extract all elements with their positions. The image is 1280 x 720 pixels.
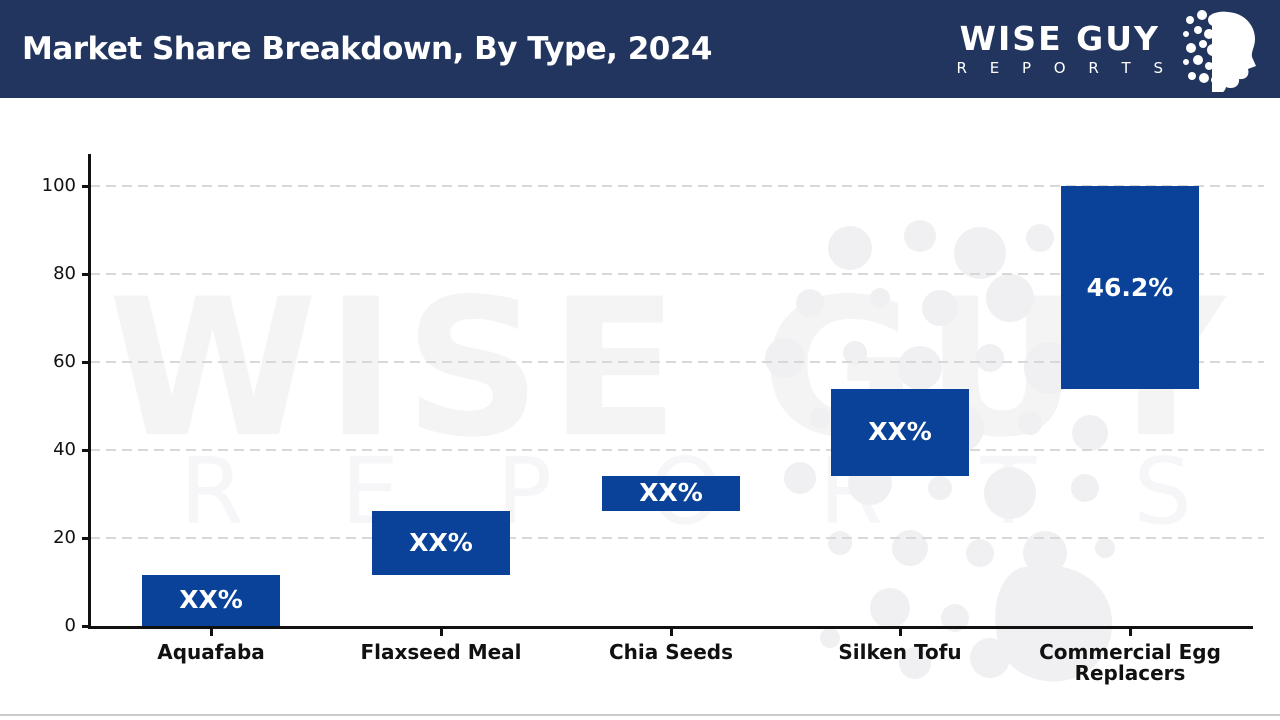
- logo-face-icon: [1183, 10, 1256, 92]
- y-tick-mark: [82, 361, 90, 364]
- bar-value-label: XX%: [179, 585, 243, 615]
- brand-logo-text: WISE GUY R E P O R T S: [948, 20, 1172, 78]
- x-tick-mark: [210, 628, 213, 636]
- y-gridline: [90, 273, 1264, 275]
- y-gridline: [90, 449, 1264, 451]
- y-gridline: [90, 185, 1264, 187]
- x-tick-mark: [1129, 628, 1132, 636]
- y-axis-line: [88, 154, 91, 628]
- x-tick-mark: [899, 628, 902, 636]
- x-tick-mark: [440, 628, 443, 636]
- bar: [372, 510, 510, 575]
- x-tick-mark: [670, 628, 673, 636]
- y-tick-label: 60: [53, 351, 76, 372]
- x-category-label: Commercial Egg Replacers: [1039, 640, 1221, 685]
- header-bar: Market Share Breakdown, By Type, 2024 WI…: [0, 0, 1280, 98]
- bar-value-label: XX%: [409, 527, 473, 557]
- bottom-border-line: [0, 714, 1280, 716]
- y-gridline: [90, 537, 1264, 539]
- y-tick-mark: [82, 625, 90, 628]
- y-tick-mark: [82, 273, 90, 276]
- y-gridline: [90, 361, 1264, 363]
- y-tick-mark: [82, 537, 90, 540]
- logo-wordmark: WISE GUY: [959, 19, 1160, 58]
- x-category-label: Chia Seeds: [609, 640, 733, 664]
- y-tick-label: 0: [64, 615, 76, 636]
- bar-value-label: XX%: [639, 478, 703, 508]
- y-tick-label: 100: [41, 175, 76, 196]
- chart-title: Market Share Breakdown, By Type, 2024: [22, 31, 713, 67]
- y-tick-label: 20: [53, 527, 76, 548]
- y-tick-mark: [82, 449, 90, 452]
- bar: [142, 574, 280, 626]
- bar: [831, 389, 969, 476]
- logo-subtitle: R E P O R T S: [956, 59, 1172, 77]
- y-tick-label: 80: [53, 263, 76, 284]
- bar: [1061, 186, 1199, 390]
- bar-value-label: XX%: [868, 417, 932, 447]
- x-category-label: Silken Tofu: [838, 640, 962, 664]
- x-category-label: Aquafaba: [157, 640, 265, 664]
- x-category-label: Flaxseed Meal: [360, 640, 522, 664]
- y-tick-mark: [82, 185, 90, 188]
- brand-logo: WISE GUY R E P O R T S: [948, 6, 1262, 92]
- bar-value-label: 46.2%: [1086, 272, 1174, 302]
- y-tick-label: 40: [53, 439, 76, 460]
- x-axis-line: [88, 626, 1253, 629]
- bar: [602, 475, 740, 511]
